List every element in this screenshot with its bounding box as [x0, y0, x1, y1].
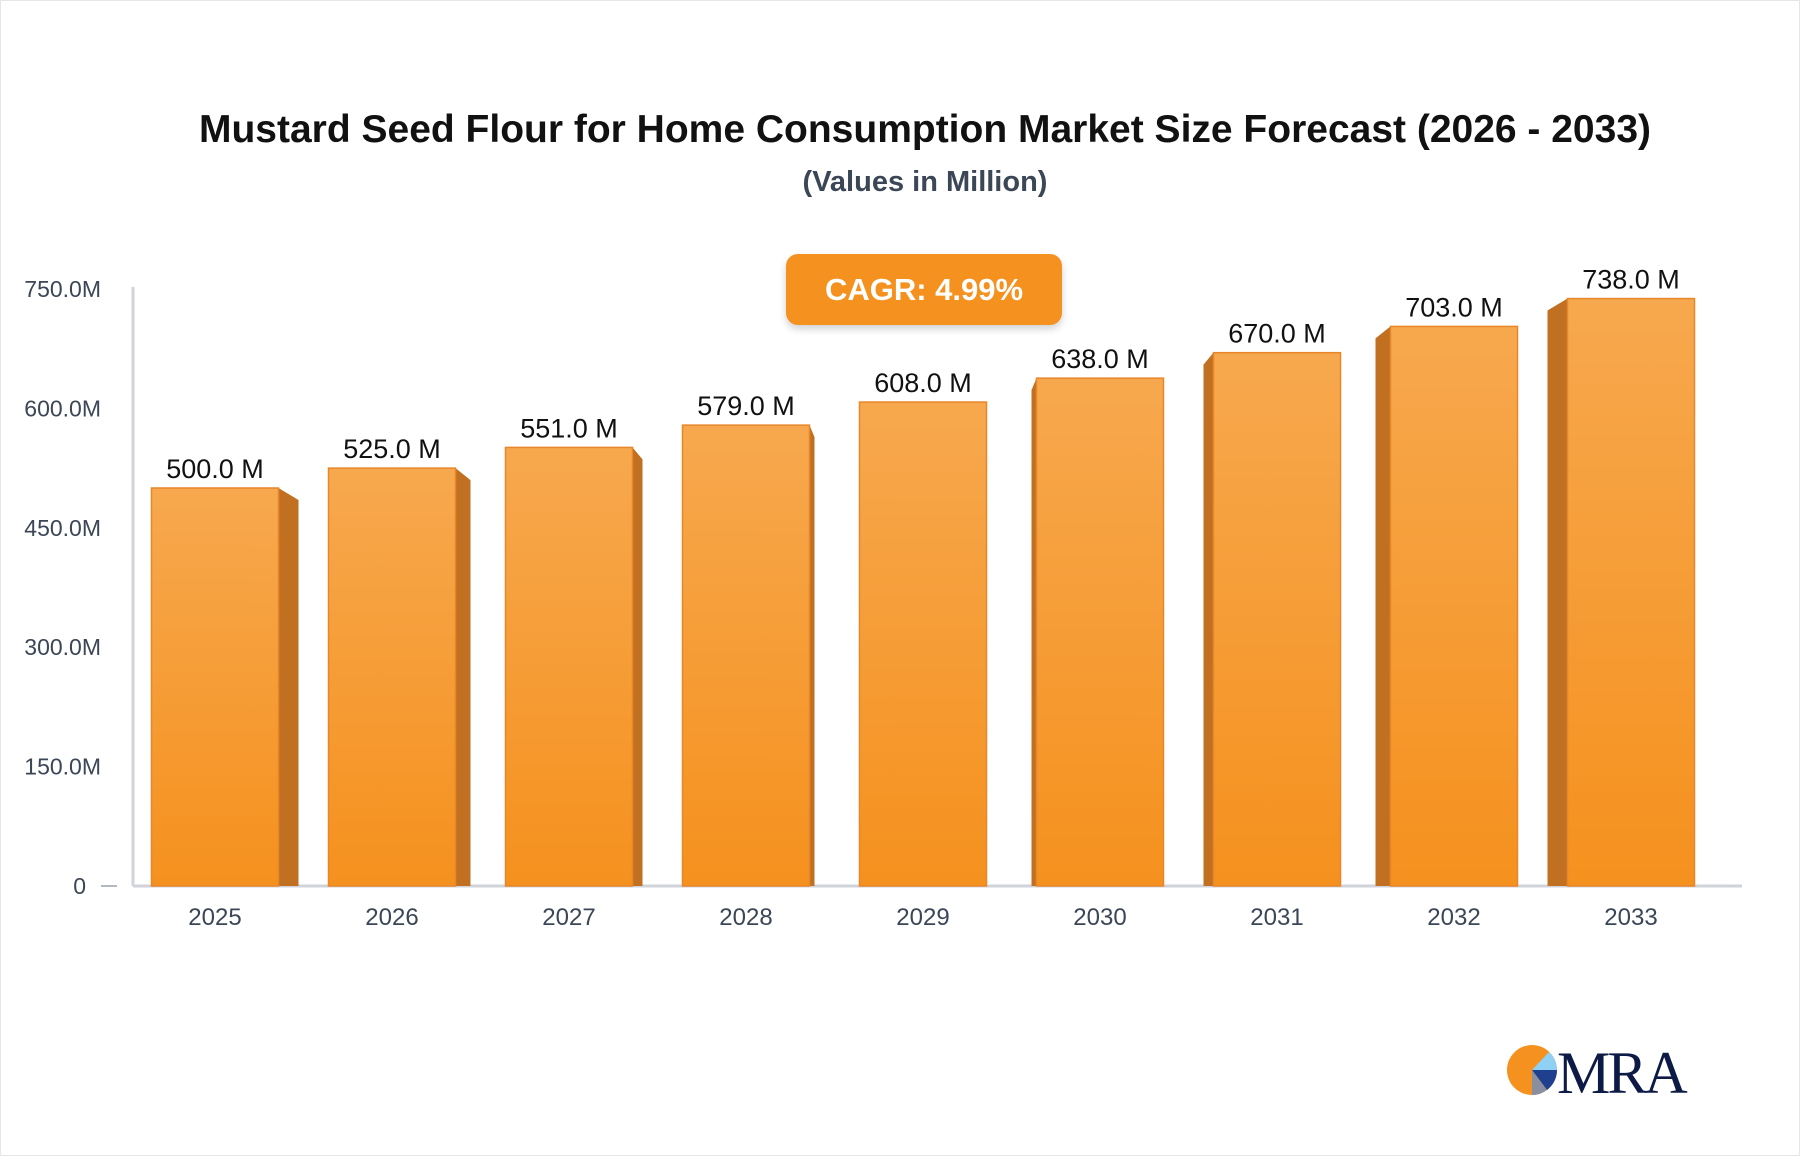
- bar-side: [632, 447, 643, 886]
- bar-front: [681, 424, 811, 887]
- bar-2031: 670.0 M 2031: [1203, 319, 1342, 931]
- chart-title: Mustard Seed Flour for Home Consumption …: [198, 108, 1651, 151]
- x-tick-label: 2028: [719, 904, 772, 931]
- x-tick-label: 2030: [1073, 904, 1126, 931]
- bar-2025: 500.0 M 2025: [150, 454, 299, 931]
- x-tick-label: 2025: [188, 904, 241, 931]
- bar-front: [1566, 297, 1696, 887]
- x-tick-label: 2027: [542, 904, 595, 931]
- bar-value-label: 638.0 M: [1051, 344, 1149, 374]
- bar-value-label: 703.0 M: [1405, 292, 1503, 322]
- svg-text:MRA: MRA: [1557, 1040, 1687, 1100]
- bar-front: [150, 487, 280, 887]
- x-tick-label: 2033: [1604, 904, 1657, 931]
- y-tick-label: 300.0M: [24, 634, 101, 660]
- mra-logo: MRA: [1507, 1040, 1690, 1100]
- bar-2028: 579.0 M 2028: [681, 391, 815, 931]
- bar-2030: 638.0 M 2030: [1031, 344, 1165, 931]
- bar-front: [1035, 377, 1165, 887]
- y-tick-label: 750.0M: [24, 276, 101, 302]
- y-tick-label: 450.0M: [24, 515, 101, 541]
- bar-2029: 608.0 M 2029: [858, 368, 988, 931]
- bar-side: [1547, 298, 1568, 886]
- bar-front: [327, 467, 457, 887]
- bar-side: [809, 425, 815, 886]
- bar-front: [504, 446, 634, 887]
- x-tick-label: 2029: [896, 904, 949, 931]
- bar-value-label: 551.0 M: [520, 413, 618, 443]
- x-tick-label: 2031: [1250, 904, 1303, 931]
- bar-value-label: 670.0 M: [1228, 319, 1326, 349]
- bar-front: [1389, 325, 1519, 887]
- bar-side: [1375, 326, 1391, 886]
- bar-2026: 525.0 M 2026: [327, 434, 471, 931]
- bar-front: [858, 401, 988, 887]
- bar-side: [278, 488, 299, 886]
- cagr-badge: CAGR: 4.99%: [786, 254, 1062, 325]
- bar-value-label: 500.0 M: [166, 454, 264, 484]
- y-tick-label: 600.0M: [24, 395, 101, 421]
- bar-2032: 703.0 M 2032: [1375, 292, 1519, 931]
- bar-2027: 551.0 M 2027: [504, 413, 643, 931]
- bar-value-label: 608.0 M: [874, 368, 972, 398]
- bar-side: [1203, 352, 1214, 886]
- bar-side: [1031, 378, 1037, 886]
- x-tick-label: 2032: [1427, 904, 1480, 931]
- bar-value-label: 738.0 M: [1582, 265, 1680, 295]
- y-tick-label: 150.0M: [24, 754, 101, 780]
- chart-subtitle: (Values in Million): [802, 166, 1048, 198]
- y-tick-label: 0: [73, 873, 86, 899]
- bar-value-label: 525.0 M: [343, 434, 441, 464]
- x-tick-label: 2026: [365, 904, 418, 931]
- bar-2033: 738.0 M 2033: [1547, 265, 1696, 931]
- bar-side: [455, 468, 471, 886]
- bar-front: [1212, 351, 1342, 887]
- bar-value-label: 579.0 M: [697, 391, 795, 421]
